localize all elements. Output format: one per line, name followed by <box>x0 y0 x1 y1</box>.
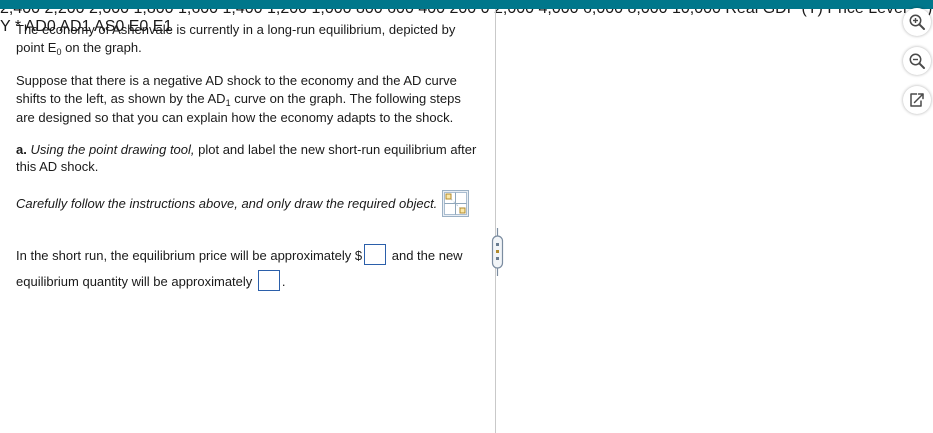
point-drawing-tool-icon[interactable] <box>442 189 470 217</box>
potential-output-line: Y * AD0 AD1 AS0 E0 E1 <box>0 8 931 114</box>
magnifier-plus-icon <box>909 14 925 30</box>
answer-text-part2: and the new equilibrium quantity will be… <box>16 247 463 289</box>
e1-horizontal-guide: Y * AD0 AD1 AS0 E0 E1 <box>0 8 931 114</box>
curve-label-ad0: AD0 <box>24 18 56 35</box>
point-label-e0: E0 <box>128 18 149 35</box>
point-label-e1: E1 <box>152 18 173 35</box>
e0-horizontal-guide: Y * AD0 AD1 AS0 E0 E1 <box>0 8 931 114</box>
intro-subscript: 0 <box>56 46 62 57</box>
intro-text-part2: on the graph. <box>61 39 142 55</box>
curve-ad1[interactable]: AD1 AS0 E0 E1 const <box>59 8 931 114</box>
shock-text-part2: curve on the graph. The following steps … <box>16 90 461 126</box>
point-e1[interactable]: E1 const data = JSON.parse(document.getE… <box>152 8 931 114</box>
zoom-out-button[interactable] <box>903 47 931 75</box>
intro-text-part1: The economy of Ashenvale is currently in… <box>16 22 456 55</box>
curve-as0[interactable]: AS0 E0 E1 const data = JSON.parse(d <box>94 8 931 114</box>
zoom-in-button[interactable] <box>903 8 931 36</box>
question-paragraph-caution: Carefully follow the instructions above,… <box>16 189 479 217</box>
question-panel: The economy of Ashenvale is currently in… <box>0 9 496 433</box>
curve-label-as0: AS0 <box>94 18 125 35</box>
caution-text: Carefully follow the instructions above,… <box>16 195 438 211</box>
equilibrium-price-input[interactable] <box>364 243 387 265</box>
question-paragraph-shock: Suppose that there is a negative AD shoc… <box>16 72 479 127</box>
task-tool-instruction: Using the point drawing tool, <box>30 141 195 157</box>
curve-ad0[interactable]: AD0 AD1 AS0 E0 E1 <box>24 8 931 114</box>
panel-splitter-handle[interactable] <box>490 228 505 276</box>
magnifier-minus-icon <box>909 53 925 69</box>
shock-subscript: 1 <box>225 97 231 108</box>
equilibrium-quantity-input[interactable] <box>257 269 280 291</box>
answer-text-part3: . <box>281 273 286 289</box>
app-top-accent-bar <box>0 0 933 9</box>
point-e0[interactable]: E0 E1 const data = JSON.parse(document.g… <box>128 8 931 114</box>
e1-vertical-guide: Y * AD0 AD1 AS0 E0 E1 <box>0 8 931 114</box>
task-rest: plot and label the new short-run equilib… <box>16 141 477 175</box>
question-paragraph-answer: In the short run, the equilibrium price … <box>16 243 479 295</box>
open-in-new-window-button[interactable] <box>903 86 931 114</box>
shock-text-part1: Suppose that there is a negative AD shoc… <box>16 73 457 106</box>
curve-label-ad1: AD1 <box>59 18 91 35</box>
potential-output-label: Y * <box>0 18 22 35</box>
question-paragraph-intro: The economy of Ashenvale is currently in… <box>16 21 479 58</box>
answer-text-part1: In the short run, the equilibrium price … <box>16 247 363 263</box>
question-paragraph-task-a: a. Using the point drawing tool, plot an… <box>16 141 479 176</box>
task-marker: a. <box>16 141 27 157</box>
external-link-icon <box>910 93 924 107</box>
